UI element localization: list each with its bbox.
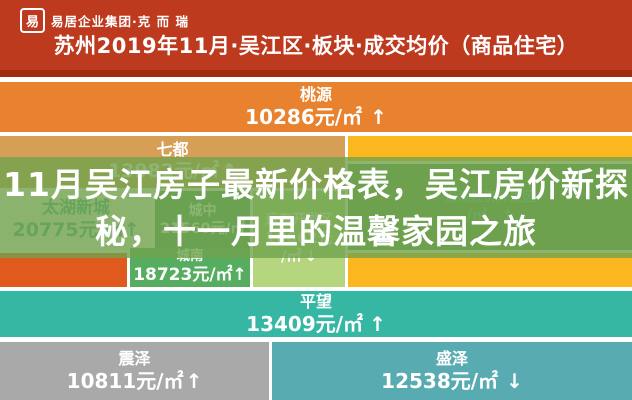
block-price: 10811元/㎡ <box>66 368 184 393</box>
page-title: 苏州2019年11月·吴江区·板块·成交均价（商品住宅） <box>53 34 579 58</box>
headline-line-1: 11月吴江房子最新价格表，吴江房价新探 <box>3 164 629 204</box>
headline-line-2: 秘，十一月里的温馨家园之旅 <box>95 211 537 251</box>
block-taoyuan: 桃源 10286元/㎡ ↑ <box>0 82 632 132</box>
trend-up-icon: ↑ <box>232 265 247 286</box>
block-pingwang: 平望 13409元/㎡ ↑ <box>0 291 632 337</box>
brand-logo: 易 易居企业集团·克 而 瑞 <box>20 8 189 33</box>
block-price: 10286元/㎡ <box>245 104 363 129</box>
block-price: 13409元/㎡ <box>246 311 364 336</box>
banner-divider <box>0 70 632 77</box>
block-yellow-top-right <box>348 136 632 161</box>
block-name: 桃源 <box>299 84 332 104</box>
trend-up-icon: ↑ <box>370 104 387 129</box>
block-name: 平望 <box>299 291 332 311</box>
block-yellow-bottom-right <box>348 253 632 287</box>
block-zhenze: 震泽 10811元/㎡ ↑ <box>0 342 269 400</box>
banner: 易 易居企业集团·克 而 瑞 苏州2019年11月·吴江区·板块·成交均价（商品… <box>0 0 632 70</box>
trend-up-icon: ↑ <box>369 311 386 336</box>
block-shengze: 盛泽 12538元/㎡ ↓ <box>272 342 632 400</box>
headline-overlay: 11月吴江房子最新价格表，吴江房价新探 秘，十一月里的温馨家园之旅 <box>0 157 632 258</box>
block-name: 七都 <box>156 140 189 160</box>
block-price: 12538元/㎡ <box>381 368 499 393</box>
block-name: 震泽 <box>118 348 151 368</box>
block-price: 18723元/㎡ <box>133 265 233 286</box>
trend-up-icon: ↑ <box>185 368 203 393</box>
ehouse-seal-icon: 易 <box>20 8 45 33</box>
block-unlabeled-orange <box>0 253 127 287</box>
trend-down-icon: ↓ <box>506 368 523 393</box>
block-name: 盛泽 <box>435 348 468 368</box>
brand-name: 易居企业集团·克 而 瑞 <box>51 14 189 29</box>
